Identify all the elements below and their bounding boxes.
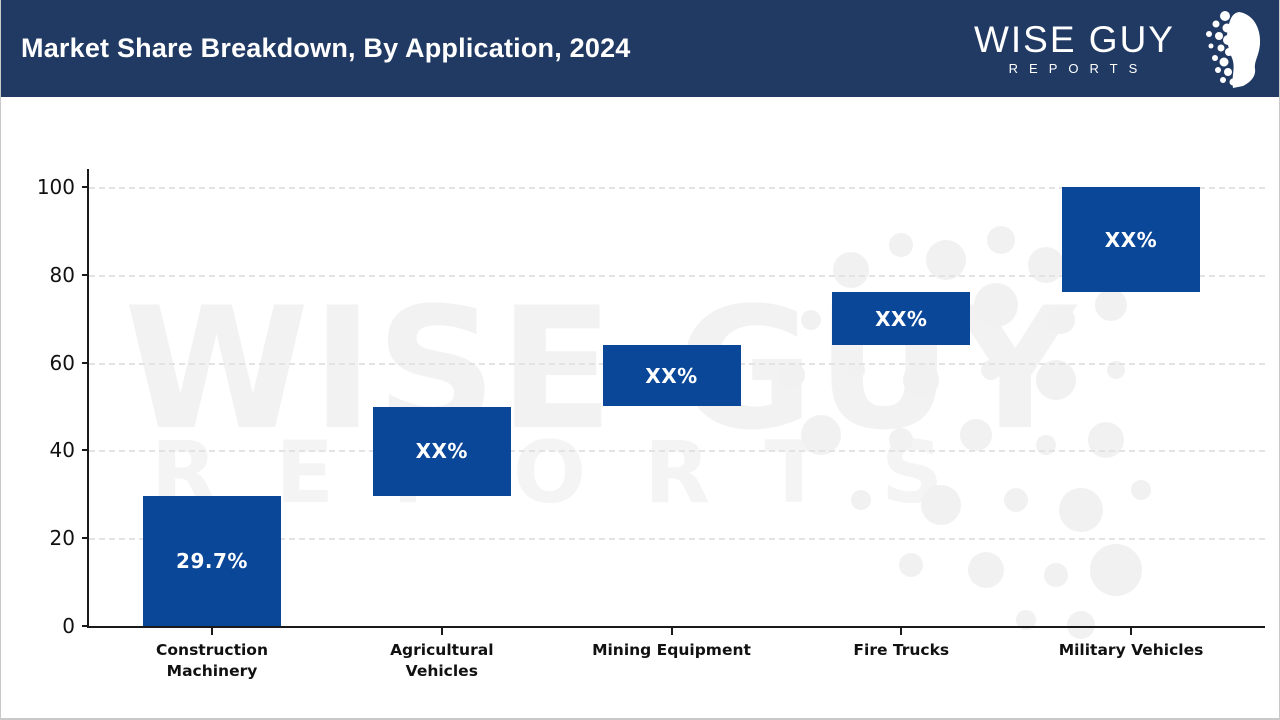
category-label: Mining Equipment <box>592 641 751 659</box>
y-tick-label-80: 80 <box>49 262 75 287</box>
page-title: Market Share Breakdown, By Application, … <box>21 33 631 63</box>
category-label: Military Vehicles <box>1058 641 1204 659</box>
bar-military-vehicles[interactable]: XX% <box>1062 187 1200 293</box>
bar-fire-trucks[interactable]: XX% <box>832 292 971 346</box>
logo-subtitle: REPORTS <box>1008 61 1149 76</box>
y-tick-label-40: 40 <box>49 438 75 463</box>
bar-construction-machinery[interactable]: 29.7% <box>143 495 281 626</box>
x-tick-3 <box>900 628 903 635</box>
logo-text: WISE GUY REPORTS <box>974 21 1175 76</box>
gridline-80 <box>89 274 1265 277</box>
header-bar: Market Share Breakdown, By Application, … <box>1 0 1279 97</box>
y-tick-label-100: 100 <box>36 175 75 199</box>
y-tick-80 <box>82 273 89 276</box>
gridline-100 <box>89 187 1265 189</box>
logo-wordmark: WISE GUY <box>973 19 1175 60</box>
bar-value-label: XX% <box>1104 227 1158 252</box>
x-tick-1 <box>440 628 443 635</box>
bar-value-label: XX% <box>415 439 468 464</box>
x-axis-line <box>87 626 1265 628</box>
bar-agricultural-vehicles[interactable]: XX% <box>372 406 511 496</box>
category-label: Fire Trucks <box>853 641 950 659</box>
category-label: Agricultural Vehicles <box>390 641 494 680</box>
y-tick-20 <box>82 537 89 540</box>
y-tick-label-0: 0 <box>62 614 75 638</box>
x-tick-0 <box>211 628 213 635</box>
y-tick-100 <box>82 186 89 188</box>
x-tick-2 <box>670 628 673 635</box>
x-tick-4 <box>1130 628 1132 635</box>
y-tick-40 <box>82 449 89 452</box>
y-tick-0 <box>82 625 89 627</box>
bar-mining-equipment[interactable]: XX% <box>602 345 741 407</box>
gridline-40 <box>89 450 1265 453</box>
wise-guy-logo: WISE GUY REPORTS <box>974 6 1279 92</box>
bar-value-label: XX% <box>875 306 928 331</box>
y-tick-label-60: 60 <box>49 350 75 375</box>
gridline-20 <box>89 538 1265 541</box>
bar-value-label: XX% <box>645 363 698 388</box>
y-tick-label-20: 20 <box>49 526 75 551</box>
y-axis-line <box>87 169 89 628</box>
plot-area: 0 20 40 60 80 100 29.7% Construction Machinery X… <box>1 97 1279 718</box>
category-label: Construction Machinery <box>156 641 268 680</box>
bar-value-label: 29.7% <box>176 548 248 573</box>
logo-face-icon <box>1206 10 1261 88</box>
y-tick-60 <box>82 361 89 364</box>
